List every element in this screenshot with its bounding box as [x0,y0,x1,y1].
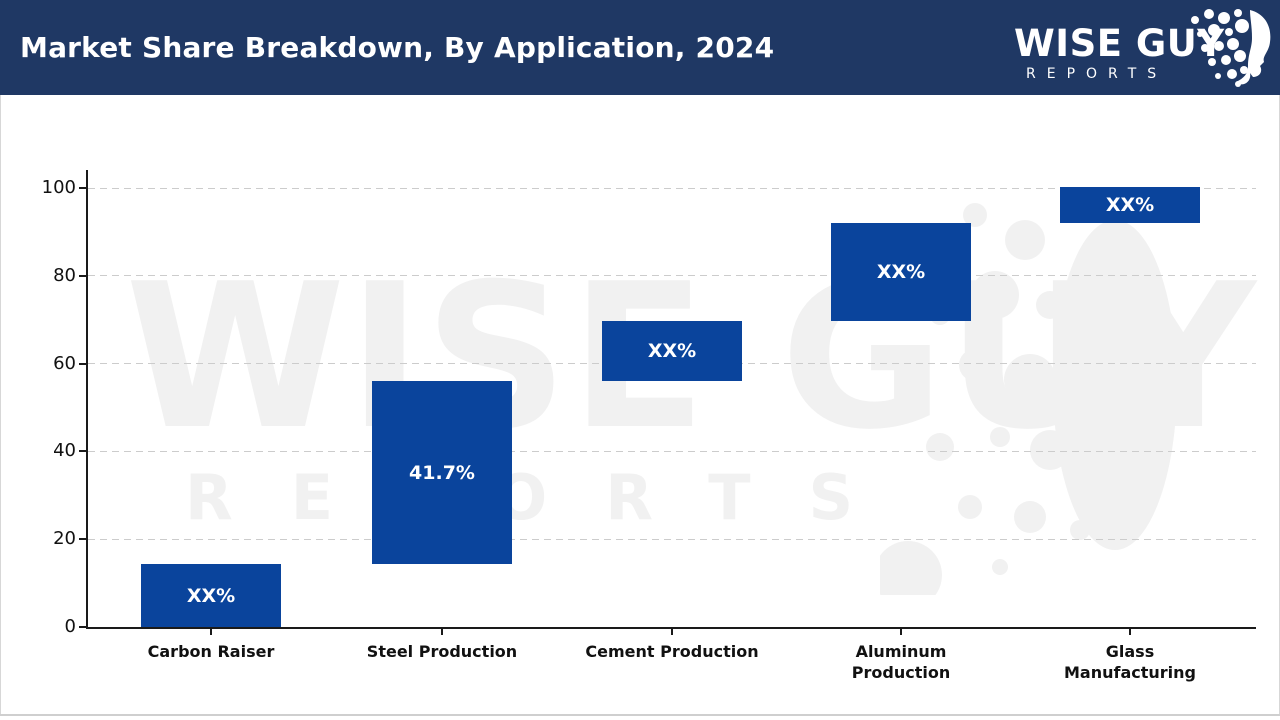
y-tick-mark [79,274,87,277]
y-tick-mark [79,362,87,365]
bar-segment: 41.7% [372,381,512,565]
x-category-label: Steel Production [347,641,537,662]
x-tick-mark [671,629,673,635]
frame-border-bottom [0,714,1280,716]
y-tick-label: 80 [53,264,76,286]
logo-subtitle: REPORTS [1026,66,1167,82]
y-tick-mark [79,538,87,541]
header-bar: Market Share Breakdown, By Application, … [0,0,1280,95]
y-axis-line [86,170,88,629]
y-tick-mark [79,450,87,453]
y-tick-mark [79,187,87,189]
y-tick-label: 20 [53,528,76,550]
x-axis-line [86,627,1256,629]
bar-value-label: XX% [186,584,236,607]
x-tick-mark [900,629,902,635]
bar-segment: XX% [1060,186,1200,224]
frame-border-left [0,95,1,716]
x-category-label: Glass Manufacturing [1035,641,1225,683]
gridline [88,450,1256,452]
x-category-label-line: Aluminum [855,642,947,661]
bar-value-label: XX% [1105,193,1155,216]
x-category-label-line: Glass [1105,642,1155,661]
gridline [88,275,1256,277]
y-tick-label: 0 [64,616,76,637]
x-tick-mark [1129,629,1131,635]
bar-segment: XX% [141,564,281,627]
bar-value-label: 41.7% [409,461,475,484]
x-category-label-line: Production [851,663,951,682]
x-category-label: Aluminum Production [806,641,996,683]
y-tick-mark [79,626,87,628]
x-category-label-line: Carbon Raiser [147,642,275,661]
x-tick-mark [210,629,212,635]
x-tick-mark [441,629,443,635]
gridline [88,187,1256,189]
bar-segment: XX% [602,321,742,382]
logo-wordmark: WISE GUY [1014,22,1225,65]
page-title: Market Share Breakdown, By Application, … [20,31,775,64]
watermark-line2: REPORTS [185,461,912,534]
y-tick-label: 100 [41,177,76,198]
logo-face-dots [1191,8,1271,87]
wiseguy-logo: WISE GUY REPORTS [1014,8,1271,87]
bar-segment: XX% [831,223,971,322]
x-category-label-line: Manufacturing [1064,663,1196,682]
y-tick-label: 60 [53,352,76,374]
bar-value-label: XX% [647,340,697,363]
x-category-label-line: Cement Production [585,642,759,661]
watermark-wordmark: WISE GUY REPORTS [125,258,1258,530]
x-category-label: Carbon Raiser [116,641,306,662]
x-category-label-line: Steel Production [366,642,518,661]
gridline [88,538,1256,540]
y-tick-label: 40 [53,440,76,462]
bar-value-label: XX% [876,261,926,284]
x-category-label: Cement Production [577,641,767,662]
